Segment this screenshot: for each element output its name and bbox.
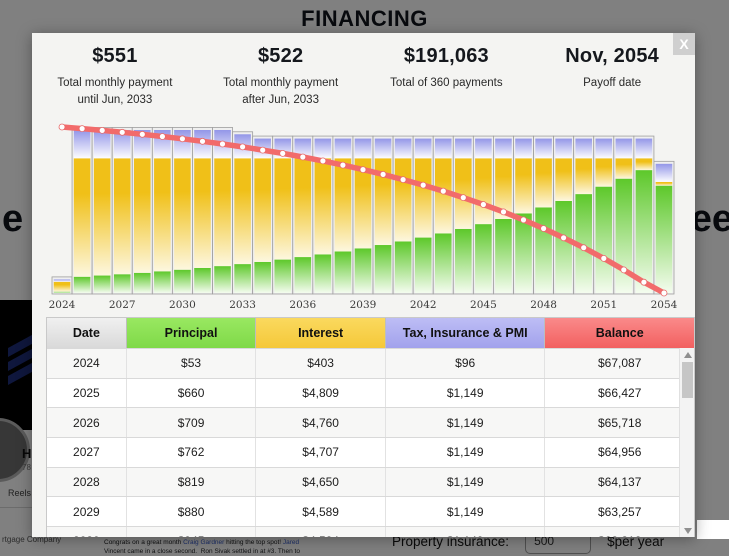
post-text: hitting the top spot!	[224, 539, 283, 546]
table-cell: $62,312	[545, 527, 694, 537]
close-icon[interactable]: X	[673, 33, 695, 55]
table-cell: $762	[127, 438, 257, 467]
table-row: 2025 $660 $4,809 $1,149 $66,427	[47, 377, 694, 408]
table-body: 2024 $53 $403 $96 $67,087 2025 $660 $4,809 $1,14…	[47, 348, 694, 537]
facebook-page-name: H	[22, 446, 32, 461]
table-cell: $709	[127, 408, 257, 438]
scroll-up-icon[interactable]	[680, 348, 695, 362]
table-cell: $63,257	[598, 504, 642, 519]
table-cell: $96	[386, 349, 546, 378]
table-cell: $819	[127, 467, 257, 497]
per-year-select-peek[interactable]	[697, 520, 729, 539]
table-cell: $945	[127, 527, 257, 537]
stat-label: Payoff date	[583, 77, 642, 89]
svg-text:2033: 2033	[229, 299, 256, 311]
stat-monthly-payment-after: $522 Total monthly payment after Jun, 203…	[198, 45, 364, 108]
facebook-post-text: Congrats on a great month Craig Gardner …	[104, 538, 319, 556]
table-cell: $67,087	[598, 356, 642, 371]
table-row: 2027 $762 $4,707 $1,149 $64,956	[47, 437, 694, 467]
amortization-chart: 2024 2027 2030 2033 2036 2039 2042 2045 2048 2051…	[38, 113, 688, 315]
table-cell: $1,149	[386, 497, 546, 527]
summary-stats: $551 Total monthly payment until Jun, 203…	[32, 45, 695, 108]
column-header-tax-insurance-pmi: Tax, Insurance & PMI	[385, 318, 546, 348]
column-header-date: Date	[47, 318, 127, 348]
svg-text:2048: 2048	[530, 299, 557, 311]
column-header-balance: Balance	[545, 318, 694, 348]
table-cell: $4,650	[256, 467, 386, 497]
table-cell: 2030	[47, 527, 127, 537]
post-link[interactable]: Craig Gardner	[183, 539, 225, 546]
table-cell: $4,760	[256, 408, 386, 438]
facebook-followers-count: 78	[22, 463, 31, 472]
table-cell: $880	[127, 497, 257, 527]
table-cell: 2028	[47, 467, 127, 497]
amortization-table: Date Principal Interest Tax, Insurance & PM…	[46, 317, 695, 537]
table-cell: $4,809	[256, 378, 386, 408]
table-cell: $660	[127, 378, 257, 408]
table-cell: 2029	[47, 497, 127, 527]
svg-text:2042: 2042	[410, 299, 437, 311]
scrollbar-thumb[interactable]	[682, 362, 693, 398]
table-row: 2024 $53 $403 $96 $67,087	[47, 348, 694, 378]
stat-label: Total of 360 payments	[390, 77, 503, 89]
table-cell: 2025	[47, 378, 127, 408]
table-cell: 2026	[47, 408, 127, 438]
table-cell: $1,149	[386, 527, 546, 537]
table-cell: $4,524	[256, 527, 386, 537]
table-row: 2030$945$4,524$1,149$62,312	[47, 526, 694, 537]
post-text: Congrats on a great month	[104, 539, 184, 546]
stat-label: Total monthly payment until Jun, 2033	[57, 77, 173, 106]
svg-text:2045: 2045	[470, 299, 497, 311]
property-insurance-unit: $per year	[607, 533, 665, 549]
page-title-financing: FINANCING	[301, 6, 428, 31]
column-header-interest: Interest	[256, 318, 386, 348]
post-text: Vincent came in a close second. Ron Siva…	[104, 548, 300, 556]
table-cell: $64,956	[598, 445, 642, 460]
svg-text:2027: 2027	[109, 299, 136, 311]
table-row: 2029 $880 $4,589 $1,149 $63,257	[47, 496, 694, 527]
stat-value: $522	[257, 45, 304, 67]
table-scrollbar[interactable]	[679, 348, 694, 537]
table-row: 2026 $709 $4,760 $1,149 $65,718	[47, 407, 694, 438]
financing-modal: X $551 Total monthly payment until Jun, 2…	[32, 33, 695, 537]
table-cell: $66,427	[598, 386, 642, 401]
svg-text:2036: 2036	[289, 299, 316, 311]
svg-text:2030: 2030	[169, 299, 196, 311]
table-cell: $53	[127, 349, 257, 378]
table-cell: $1,149	[386, 378, 546, 408]
stat-value: Nov, 2054	[565, 45, 659, 67]
tab-reels[interactable]: Reels	[8, 488, 32, 498]
stat-label: Total monthly payment after Jun, 2033	[223, 77, 339, 106]
scroll-down-icon[interactable]	[680, 524, 695, 537]
stat-total-payments: $191,063 Total of 360 payments	[364, 45, 530, 108]
table-cell: 2027	[47, 438, 127, 467]
stat-value: $191,063	[403, 45, 489, 67]
svg-text:2054: 2054	[651, 299, 678, 311]
column-header-principal: Principal	[126, 318, 257, 348]
table-cell: 2024	[47, 349, 127, 378]
post-link[interactable]: Jared	[282, 539, 300, 546]
table-cell: $403	[256, 349, 386, 378]
table-cell: $1,149	[386, 408, 546, 438]
table-header-row: Date Principal Interest Tax, Insurance & PM…	[47, 318, 694, 348]
table-cell: $65,718	[598, 415, 642, 430]
table-row: 2028 $819 $4,650 $1,149 $64,137	[47, 466, 694, 497]
table-cell: $4,589	[256, 497, 386, 527]
property-insurance-label: Property insurance:	[392, 533, 510, 549]
svg-text:2024: 2024	[49, 299, 76, 311]
table-cell: $1,149	[386, 438, 546, 467]
svg-text:2051: 2051	[590, 299, 617, 311]
table-cell: $1,149	[386, 467, 546, 497]
stat-monthly-payment-until: $551 Total monthly payment until Jun, 203…	[32, 45, 198, 108]
table-cell: $4,707	[256, 438, 386, 467]
facebook-page-caption: rtgage Company	[2, 535, 62, 544]
stat-payoff-date: Nov, 2054 Payoff date	[529, 45, 695, 108]
stat-value: $551	[92, 45, 138, 67]
svg-text:2039: 2039	[350, 299, 377, 311]
table-cell: $64,137	[598, 475, 642, 490]
